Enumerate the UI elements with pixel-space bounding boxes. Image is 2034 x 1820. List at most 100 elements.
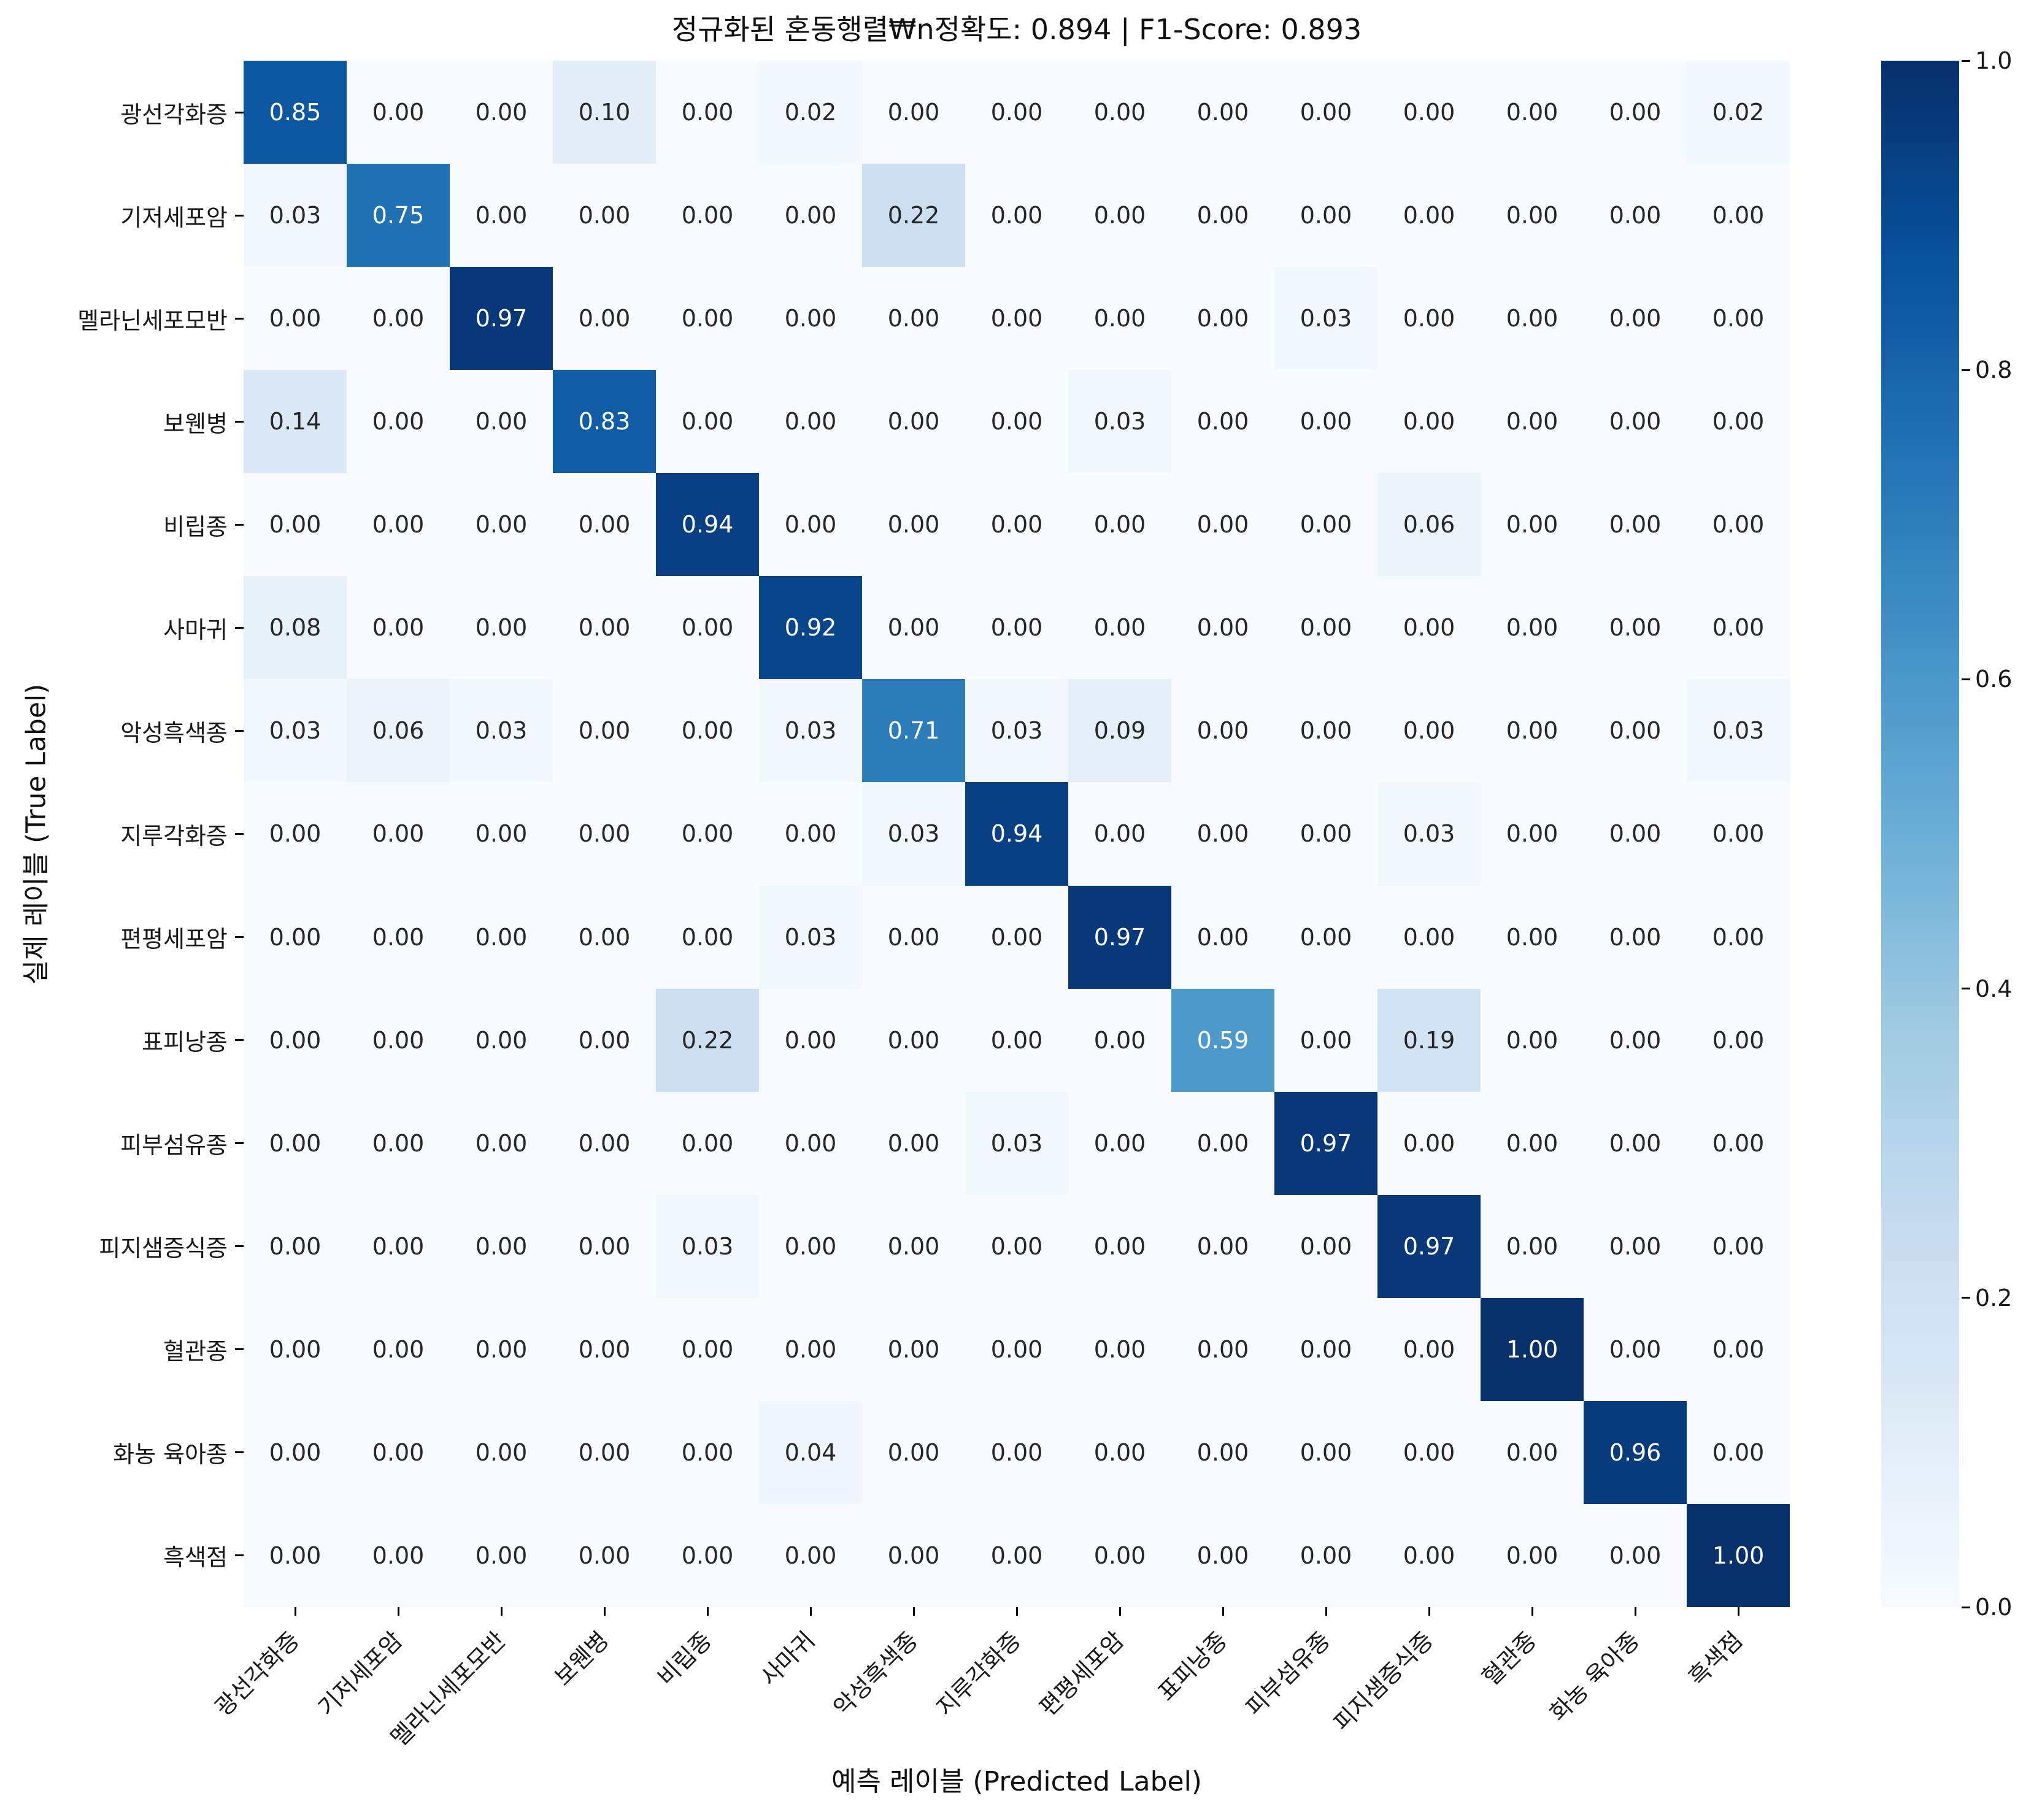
matrix-cell: 0.00 [1687,1194,1790,1298]
matrix-cell: 0.00 [759,1194,862,1298]
matrix-cell: 0.00 [862,1503,965,1607]
y-tick-mark [235,1245,244,1248]
matrix-cell: 0.00 [1171,576,1274,680]
y-tick-label: 흑색점 [163,1544,228,1572]
matrix-cell: 0.00 [1171,61,1274,164]
matrix-cell: 0.00 [862,885,965,989]
matrix-cell: 0.00 [1584,988,1687,1092]
matrix-cell: 0.00 [1584,679,1687,783]
x-tick-mark [294,1607,296,1616]
y-tick-mark [235,1348,244,1351]
matrix-cell: 1.00 [1687,1503,1790,1607]
x-tick-label: 피지샘증식증 [1328,1626,1439,1737]
matrix-cell: 0.00 [1584,1091,1687,1195]
matrix-cell: 0.00 [1068,1503,1171,1607]
matrix-cell: 0.00 [1274,370,1377,474]
matrix-cell: 0.00 [862,473,965,577]
x-tick-mark [706,1607,709,1616]
matrix-cell: 0.00 [347,473,450,577]
colorbar-gradient [1881,61,1959,1607]
matrix-cell: 0.00 [244,1503,347,1607]
matrix-cell: 0.00 [1481,1091,1584,1195]
matrix-cell: 0.00 [1274,782,1377,886]
x-tick-mark [1737,1607,1739,1616]
matrix-cell: 0.00 [1274,885,1377,989]
colorbar-tick-label: 0.8 [1975,356,2013,384]
matrix-cell: 0.00 [553,885,656,989]
x-tick-label: 사마귀 [755,1626,820,1691]
matrix-cell: 0.00 [1068,782,1171,886]
matrix-cell: 0.03 [1377,782,1481,886]
matrix-cell: 0.22 [656,988,759,1092]
y-axis-title-wrap: 실제 레이블 (True Label) [5,61,61,1607]
x-tick-label: 화농 육아종 [1544,1626,1645,1727]
matrix-cell: 0.00 [1068,1297,1171,1401]
matrix-cell: 0.00 [1481,576,1584,680]
matrix-cell: 0.00 [1171,679,1274,783]
matrix-cell: 0.00 [1584,473,1687,577]
matrix-cell: 0.97 [1068,885,1171,989]
matrix-cell: 0.00 [759,370,862,474]
matrix-cell: 0.00 [1481,782,1584,886]
matrix-cell: 0.00 [450,1503,553,1607]
matrix-cell: 0.02 [1687,61,1790,164]
matrix-cell: 0.00 [1068,473,1171,577]
matrix-cell: 0.00 [1584,782,1687,886]
matrix-cell: 0.00 [656,61,759,164]
matrix-cell: 0.00 [244,1400,347,1504]
matrix-cell: 0.00 [1068,267,1171,371]
x-tick-mark [500,1607,503,1616]
matrix-cell: 0.00 [1274,679,1377,783]
matrix-cell: 0.00 [1171,1400,1274,1504]
x-tick-mark [1634,1607,1636,1616]
matrix-cell: 0.00 [450,370,553,474]
colorbar-tick-label: 0.0 [1975,1594,2013,1621]
y-tick-label: 혈관종 [163,1338,228,1365]
matrix-cell: 0.00 [244,473,347,577]
y-tick-label: 피부섬유종 [120,1132,228,1159]
matrix-cell: 0.00 [656,1503,759,1607]
matrix-cell: 0.00 [1584,576,1687,680]
matrix-cell: 0.00 [1481,61,1584,164]
matrix-cell: 0.00 [244,267,347,371]
matrix-cell: 0.00 [656,267,759,371]
matrix-cell: 0.00 [862,1194,965,1298]
matrix-cell: 0.00 [656,782,759,886]
matrix-cell: 0.00 [656,679,759,783]
matrix-cell: 0.00 [244,988,347,1092]
matrix-cell: 0.96 [1584,1400,1687,1504]
matrix-cell: 0.03 [244,164,347,267]
matrix-cell: 0.00 [347,370,450,474]
matrix-cell: 0.00 [450,782,553,886]
matrix-cell: 0.00 [450,988,553,1092]
matrix-cell: 0.19 [1377,988,1481,1092]
matrix-cell: 0.00 [1584,370,1687,474]
matrix-cell: 0.06 [1377,473,1481,577]
colorbar-tick-mark [1962,369,1970,371]
matrix-cell: 0.04 [759,1400,862,1504]
colorbar-tick-mark [1962,1606,1970,1608]
matrix-cell: 0.00 [1274,1503,1377,1607]
matrix-cell: 0.00 [553,164,656,267]
matrix-cell: 0.00 [656,164,759,267]
matrix-cell: 0.00 [656,1400,759,1504]
matrix-cell: 0.00 [1687,267,1790,371]
matrix-cell: 0.00 [347,885,450,989]
colorbar-tick-mark [1962,678,1970,680]
matrix-cell: 0.00 [1171,1091,1274,1195]
matrix-cell: 0.00 [1687,164,1790,267]
matrix-cell: 0.00 [347,1400,450,1504]
matrix-cell: 0.00 [1171,473,1274,577]
matrix-cell: 0.00 [1377,1091,1481,1195]
matrix-cell: 0.00 [1481,885,1584,989]
matrix-cell: 0.00 [553,1194,656,1298]
matrix-cell: 0.00 [1171,782,1274,886]
matrix-cell: 0.00 [759,164,862,267]
matrix-cell: 0.00 [1584,885,1687,989]
matrix-cell: 0.00 [553,1091,656,1195]
matrix-cell: 0.71 [862,679,965,783]
matrix-cell: 0.00 [1481,370,1584,474]
matrix-cell: 0.00 [1274,473,1377,577]
y-tick-label: 광선각화증 [120,101,228,128]
matrix-cell: 0.03 [450,679,553,783]
